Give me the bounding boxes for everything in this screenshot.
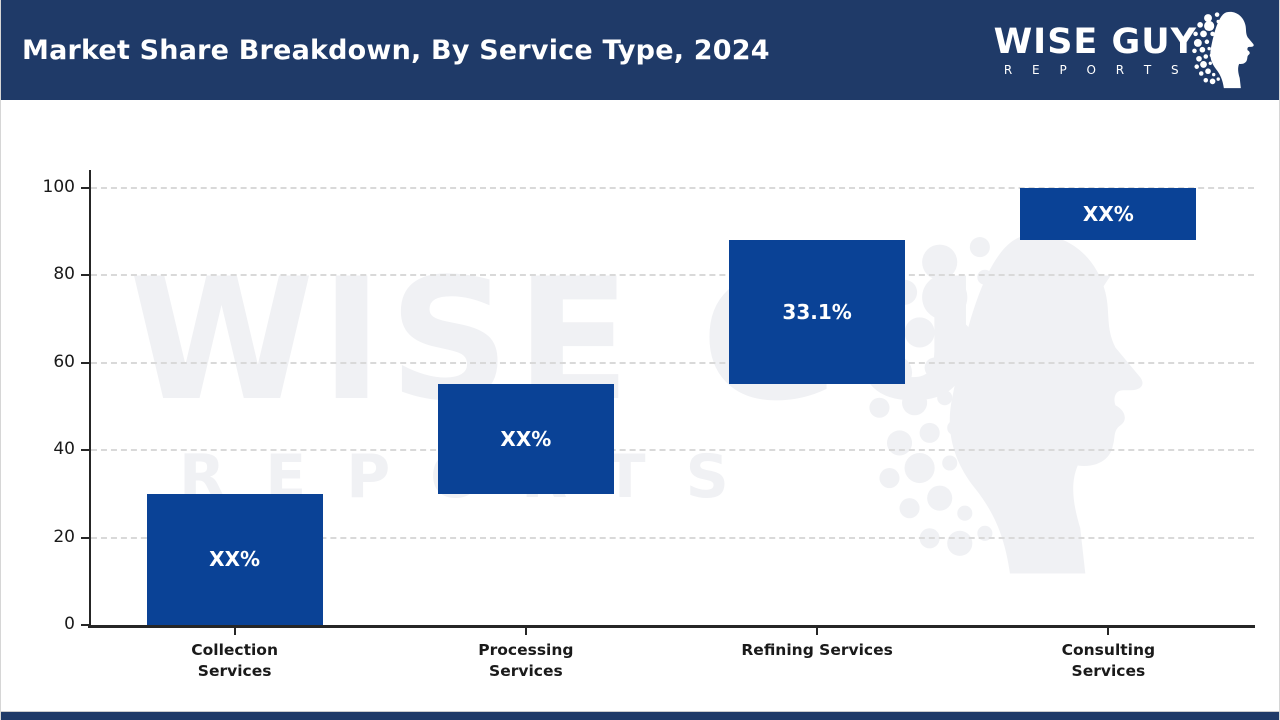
x-axis-tick: [524, 627, 527, 635]
waterfall-bar-segment: 33.1%: [729, 239, 906, 385]
x-axis-category-label: Consulting Services: [1061, 641, 1156, 680]
waterfall-bar-segment: XX%: [437, 384, 614, 494]
x-axis-tick: [233, 627, 236, 635]
footer-divider: [1, 711, 1279, 712]
logo-head-icon: [1192, 11, 1254, 89]
y-gridline: [91, 536, 1254, 539]
y-axis-tick-label: 0: [64, 614, 75, 634]
wise-guy-reports-logo: WISE GUY R E P O R T S: [994, 9, 1279, 91]
logo-subtitle: R E P O R T S: [1003, 62, 1187, 77]
y-axis-tick: [81, 274, 89, 276]
bar-value-label: 33.1%: [782, 299, 852, 324]
y-gridline: [91, 361, 1254, 364]
waterfall-bar-segment: XX%: [1020, 187, 1197, 240]
x-axis-category-label: Collection Services: [191, 641, 278, 680]
x-axis-category-label: Processing Services: [478, 641, 574, 680]
y-axis-tick: [81, 449, 89, 451]
y-axis-tick: [81, 361, 89, 364]
y-axis-tick-label: 60: [53, 351, 75, 372]
x-axis-category-label: Refining Services: [741, 641, 893, 659]
bar-value-label: XX%: [209, 547, 261, 572]
watermark-head-icon: [869, 234, 1143, 574]
x-axis-tick: [816, 627, 819, 635]
y-axis-tick-label: 80: [53, 264, 75, 284]
footer-bar: [1, 712, 1279, 720]
y-axis-tick: [81, 536, 89, 539]
y-axis-tick-label: 40: [53, 439, 75, 459]
y-axis-tick-label: 20: [53, 526, 75, 547]
waterfall-bar-segment: XX%: [146, 493, 323, 625]
x-axis-tick: [1107, 627, 1110, 635]
header-bar: Market Share Breakdown, By Service Type,…: [1, 0, 1279, 100]
logo-text: WISE GUY R E P O R T S: [994, 24, 1197, 77]
y-axis-tick: [81, 186, 89, 189]
y-gridline: [91, 274, 1254, 276]
y-axis-tick: [81, 624, 89, 626]
x-axis-line: [88, 625, 1255, 628]
bar-value-label: XX%: [1082, 201, 1134, 226]
chart-title: Market Share Breakdown, By Service Type,…: [22, 34, 770, 66]
y-gridline: [91, 449, 1254, 451]
y-gridline: [91, 186, 1254, 189]
bar-value-label: XX%: [500, 427, 552, 452]
y-axis-tick-label: 100: [42, 176, 75, 197]
y-axis-line: [89, 170, 91, 627]
logo-wordmark: WISE GUY: [993, 21, 1197, 62]
